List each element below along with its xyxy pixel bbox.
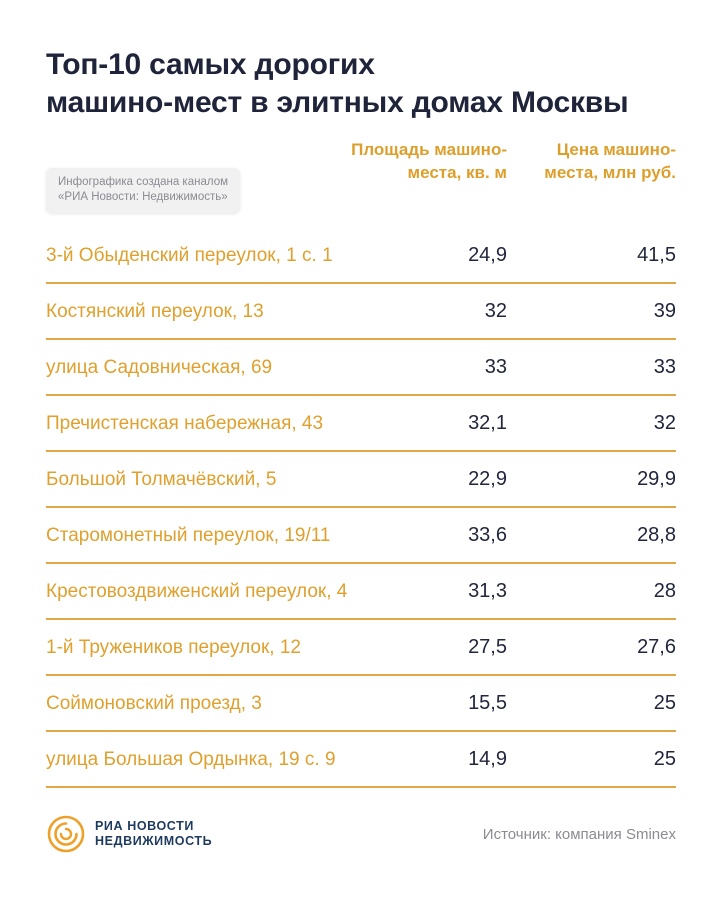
row-price-value: 28 bbox=[653, 580, 676, 602]
table-row: Большой Толмачёвский, 5 22,9 29,9 bbox=[46, 452, 676, 508]
row-price-value: 28,8 bbox=[637, 524, 676, 546]
row-address: 3-й Обыденский переулок, 1 с. 1 bbox=[46, 244, 333, 266]
row-area-value: 14,9 bbox=[468, 748, 507, 770]
row-area-value: 33,6 bbox=[468, 524, 507, 546]
row-price-value: 25 bbox=[653, 748, 676, 770]
row-address: 1-й Тружеников переулок, 12 bbox=[46, 636, 301, 658]
credit-badge-line1: Инфографика создана каналом bbox=[58, 176, 229, 188]
row-area-value: 27,5 bbox=[468, 636, 507, 658]
row-address: Большой Толмачёвский, 5 bbox=[46, 468, 277, 490]
row-address: Соймоновский проезд, 3 bbox=[46, 692, 262, 714]
source-text: Источник: компания Sminex bbox=[482, 825, 676, 843]
row-address: Пречистенская набережная, 43 bbox=[46, 412, 324, 434]
column-header-price: Цена машино-места, млн руб. bbox=[507, 138, 676, 184]
table-row: 1-й Тружеников переулок, 12 27,5 27,6 bbox=[46, 620, 676, 676]
table-header-region: Площадь машино-места, кв. м Цена машино-… bbox=[46, 138, 676, 226]
row-area-value: 32,1 bbox=[468, 412, 507, 434]
ria-logo-icon bbox=[47, 815, 85, 853]
title-line-1: Топ-10 самых дорогих bbox=[46, 48, 375, 81]
table-row: Пречистенская набережная, 43 32,1 32 bbox=[46, 396, 676, 452]
row-area-value: 15,5 bbox=[468, 692, 507, 714]
table-row: Крестовоздвиженский переулок, 4 31,3 28 bbox=[46, 564, 676, 620]
row-price-value: 33 bbox=[653, 356, 676, 378]
title-line-2: машино-мест в элитных домах Москвы bbox=[46, 86, 629, 119]
row-address: Старомонетный переулок, 19/11 bbox=[46, 524, 331, 546]
parking-table: 3-й Обыденский переулок, 1 с. 1 24,9 41,… bbox=[46, 228, 676, 788]
row-price-value: 39 bbox=[653, 300, 676, 322]
page-title: Топ-10 самых дорогих машино-мест в элитны… bbox=[46, 46, 676, 122]
table-row: 3-й Обыденский переулок, 1 с. 1 24,9 41,… bbox=[46, 228, 676, 284]
ria-logo-text-line2: НЕДВИЖИМОСТЬ bbox=[95, 834, 213, 848]
column-header-price-line2: места, млн руб. bbox=[544, 163, 676, 182]
table-row: Костянский переулок, 13 32 39 bbox=[46, 284, 676, 340]
credit-badge-line2: «РИА Новости: Недвижимость» bbox=[58, 191, 228, 203]
column-header-price-line1: Цена машино- bbox=[556, 140, 676, 159]
row-area-value: 24,9 bbox=[468, 244, 507, 266]
row-address: Костянский переулок, 13 bbox=[46, 300, 264, 322]
table-row: Соймоновский проезд, 3 15,5 25 bbox=[46, 676, 676, 732]
row-price-value: 32 bbox=[653, 412, 676, 434]
row-price-value: 29,9 bbox=[637, 468, 676, 490]
row-area-value: 32 bbox=[484, 300, 507, 322]
table-row: улица Большая Ордынка, 19 с. 9 14,9 25 bbox=[46, 732, 676, 788]
column-header-area-line2: места, кв. м bbox=[407, 163, 507, 182]
column-header-area-line1: Площадь машино- bbox=[351, 140, 507, 159]
row-price-value: 41,5 bbox=[637, 244, 676, 266]
column-headers: Площадь машино-места, кв. м Цена машино-… bbox=[46, 138, 676, 184]
credit-badge: Инфографика создана каналом «РИА Новости:… bbox=[46, 168, 241, 213]
row-address: улица Большая Ордынка, 19 с. 9 bbox=[46, 748, 336, 770]
ria-logo-text: РИА НОВОСТИ НЕДВИЖИМОСТЬ bbox=[95, 819, 212, 849]
row-area-value: 22,9 bbox=[468, 468, 507, 490]
row-price-value: 25 bbox=[653, 692, 676, 714]
table-row: Старомонетный переулок, 19/11 33,6 28,8 bbox=[46, 508, 676, 564]
row-area-value: 33 bbox=[484, 356, 507, 378]
row-address: Крестовоздвиженский переулок, 4 bbox=[46, 580, 348, 602]
row-price-value: 27,6 bbox=[637, 636, 676, 658]
row-area-value: 31,3 bbox=[468, 580, 507, 602]
ria-logo: РИА НОВОСТИ НЕДВИЖИМОСТЬ bbox=[46, 814, 212, 854]
row-address: улица Садовническая, 69 bbox=[46, 356, 273, 378]
column-header-area: Площадь машино-места, кв. м bbox=[297, 138, 507, 184]
table-row: улица Садовническая, 69 33 33 bbox=[46, 340, 676, 396]
ria-logo-text-line1: РИА НОВОСТИ bbox=[95, 819, 194, 833]
footer: РИА НОВОСТИ НЕДВИЖИМОСТЬ Источник: компан… bbox=[46, 814, 676, 854]
